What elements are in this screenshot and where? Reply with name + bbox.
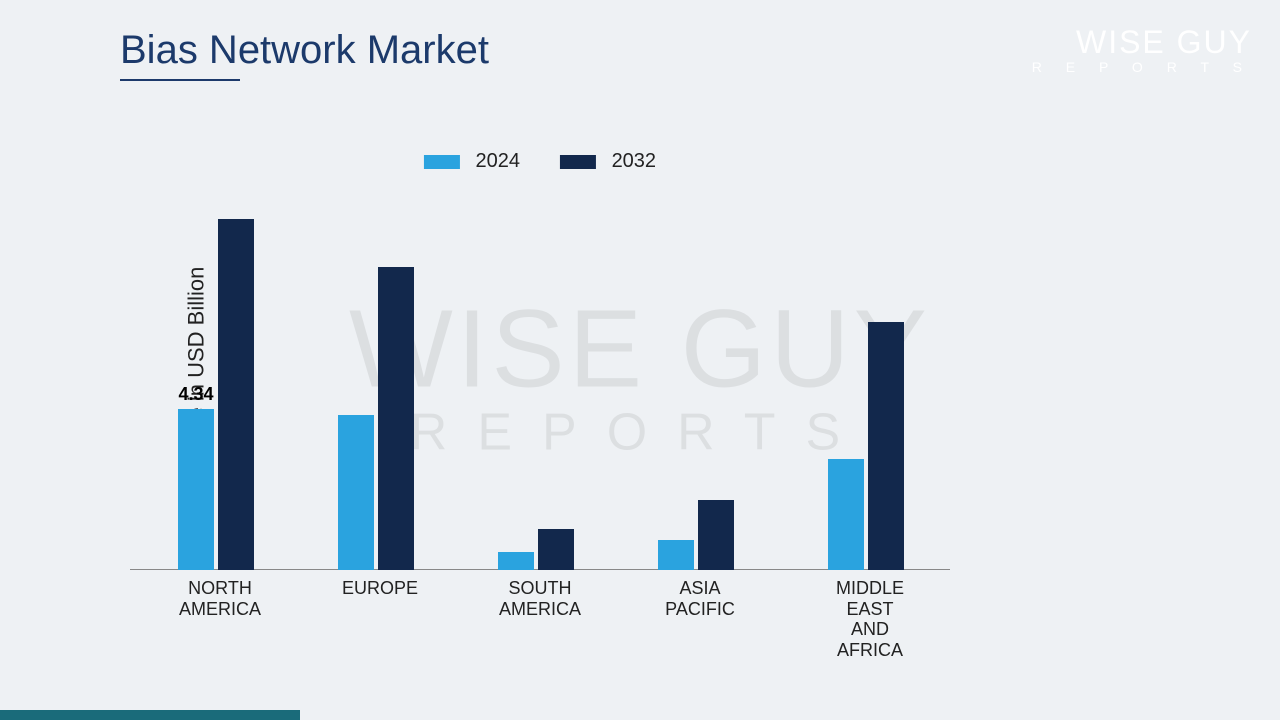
chart: 2024 2032 Market Size in USD Billion 4.3…: [130, 170, 950, 620]
right-panel: [960, 0, 1280, 720]
brand-logo: WISE GUY R E P O R T S: [1032, 24, 1252, 75]
legend-label-b: 2032: [612, 150, 657, 172]
brand-line2: R E P O R T S: [1032, 59, 1252, 75]
category-label: EUROPE: [310, 578, 450, 599]
bar-series-b: [868, 322, 904, 570]
legend-item-a: 2024: [424, 150, 520, 173]
bar-series-b: [218, 219, 254, 571]
category-label: SOUTHAMERICA: [470, 578, 610, 619]
bar-series-b: [378, 267, 414, 570]
category-label: NORTHAMERICA: [150, 578, 290, 619]
chart-title: Bias Network Market: [120, 28, 489, 81]
title-underline: [120, 79, 240, 81]
bar-series-a: [828, 459, 864, 570]
plot-area: 4.34: [130, 200, 950, 570]
legend: 2024 2032: [424, 150, 656, 173]
bar-series-a: [178, 409, 214, 570]
legend-item-b: 2032: [560, 150, 656, 173]
bar-series-b: [698, 500, 734, 570]
legend-swatch-a: [424, 155, 460, 169]
category-label: MIDDLEEASTANDAFRICA: [800, 578, 940, 661]
title-text: Bias Network Market: [120, 28, 489, 73]
legend-label-a: 2024: [476, 150, 521, 172]
brand-line1: WISE GUY: [1032, 24, 1252, 61]
bar-series-b: [538, 529, 574, 570]
bar-series-a: [658, 540, 694, 570]
footer-strip: [0, 710, 300, 720]
category-label: ASIAPACIFIC: [630, 578, 770, 619]
bar-series-a: [498, 552, 534, 571]
bar-series-a: [338, 415, 374, 570]
legend-swatch-b: [560, 155, 596, 169]
bar-value-label: 4.34: [178, 384, 213, 405]
